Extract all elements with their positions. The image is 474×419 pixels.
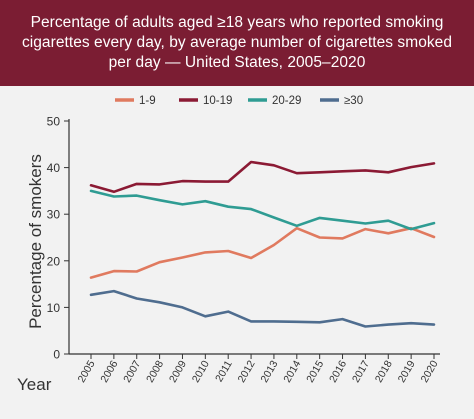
y-axis-title: Percentage of smokers bbox=[26, 154, 45, 329]
x-tick-label: 2017 bbox=[350, 358, 372, 384]
series-line bbox=[89, 160, 436, 194]
x-tick-label: 2015 bbox=[304, 358, 326, 384]
x-tick-label: 2006 bbox=[98, 358, 120, 384]
x-axis-title: Year bbox=[17, 375, 52, 394]
x-tick-label: 2019 bbox=[396, 358, 418, 384]
x-tick-label: 2014 bbox=[281, 358, 303, 384]
series-line bbox=[89, 226, 436, 279]
series-line bbox=[89, 189, 436, 231]
x-tick-label: 2008 bbox=[144, 358, 166, 384]
legend-label: 20-29 bbox=[272, 95, 301, 107]
x-tick-label: 2011 bbox=[213, 358, 235, 384]
y-tick-label: 40 bbox=[47, 161, 61, 175]
series-line bbox=[89, 289, 436, 328]
x-tick-label: 2013 bbox=[258, 358, 280, 384]
x-tick-label: 2018 bbox=[373, 358, 395, 384]
y-tick-label: 10 bbox=[47, 301, 61, 315]
legend-label: 1-9 bbox=[139, 95, 156, 107]
x-tick-label: 2009 bbox=[167, 358, 189, 384]
y-tick-label: 50 bbox=[47, 115, 61, 129]
x-tick-label: 2012 bbox=[236, 358, 258, 384]
x-tick-label: 2016 bbox=[327, 358, 349, 384]
chart-title: Percentage of adults aged ≥18 years who … bbox=[21, 14, 453, 71]
x-tick-label: 2007 bbox=[121, 358, 143, 384]
x-tick-label: 2005 bbox=[76, 358, 98, 384]
chart-area: 0 10 20 30 40 50 2005 2006 2007 2008 2009 2010 2011 2… bbox=[0, 86, 474, 414]
y-tick-label: 0 bbox=[53, 348, 60, 362]
x-tick-label: 2020 bbox=[419, 358, 441, 384]
x-tick-label: 2010 bbox=[190, 358, 212, 384]
legend-label: ≥30 bbox=[344, 95, 363, 107]
chart-header: Percentage of adults aged ≥18 years who … bbox=[0, 0, 474, 86]
y-tick-label: 30 bbox=[47, 208, 61, 222]
y-tick-label: 20 bbox=[47, 254, 61, 268]
legend-label: 10-19 bbox=[203, 95, 232, 107]
